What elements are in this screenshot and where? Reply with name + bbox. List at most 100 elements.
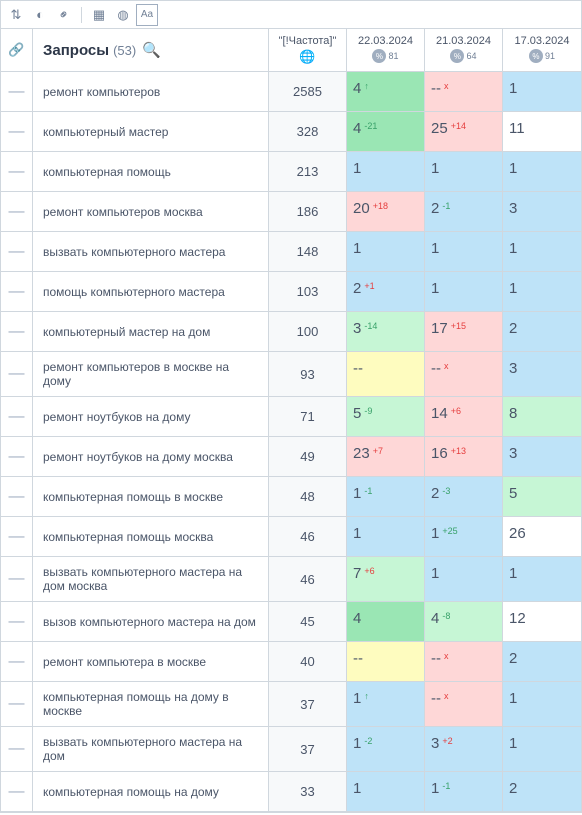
rank-cell[interactable]: 4-8 (425, 602, 503, 641)
table-row[interactable]: —вызвать компьютерного мастера на дом371… (1, 727, 581, 772)
rank-cell[interactable]: 7+6 (347, 557, 425, 601)
rank-cell[interactable]: 1-1 (347, 477, 425, 516)
query-cell[interactable]: компьютерная помощь на дому в москве (33, 682, 269, 726)
rank-cell[interactable]: 23+7 (347, 437, 425, 476)
table-row[interactable]: —компьютерная помощь в москве481-12-35 (1, 477, 581, 517)
table-row[interactable]: —ремонт компьютеров москва18620+182-13 (1, 192, 581, 232)
query-cell[interactable]: ремонт ноутбуков на дому москва (33, 437, 269, 476)
query-cell[interactable]: ремонт компьютеров москва (33, 192, 269, 231)
rank-cell[interactable]: 1 (425, 557, 503, 601)
table-row[interactable]: —ремонт компьютера в москве40----x2 (1, 642, 581, 682)
rank-cell[interactable]: --x (425, 682, 503, 726)
rank-cell[interactable]: 2-3 (425, 477, 503, 516)
rank-cell[interactable]: 2+1 (347, 272, 425, 311)
rank-cell[interactable]: 3-14 (347, 312, 425, 351)
query-cell[interactable]: компьютерная помощь (33, 152, 269, 191)
rank-cell[interactable]: 3 (503, 437, 581, 476)
query-cell[interactable]: вызвать компьютерного мастера на дом (33, 727, 269, 771)
rank-cell[interactable]: 1-2 (347, 727, 425, 771)
rank-cell[interactable]: 1+25 (425, 517, 503, 556)
date-column-header-0[interactable]: 22.03.2024 %81 (347, 29, 425, 71)
rank-cell[interactable]: 3 (503, 352, 581, 396)
rank-cell[interactable]: 1 (503, 152, 581, 191)
drag-handle[interactable]: — (1, 642, 33, 681)
query-cell[interactable]: компьютерная помощь на дому (33, 772, 269, 811)
rank-cell[interactable]: 4↑ (347, 72, 425, 111)
drag-handle[interactable]: — (1, 557, 33, 601)
rank-cell[interactable]: 2 (503, 642, 581, 681)
text-icon[interactable]: Aa (136, 4, 158, 26)
drag-handle[interactable]: — (1, 727, 33, 771)
rank-cell[interactable]: 1 (503, 682, 581, 726)
date-column-header-2[interactable]: 17.03.2024 %91 (503, 29, 581, 71)
query-cell[interactable]: вызвать компьютерного мастера (33, 232, 269, 271)
rank-cell[interactable]: --x (425, 72, 503, 111)
query-cell[interactable]: ремонт компьютеров (33, 72, 269, 111)
info-icon[interactable]: ◍ (112, 4, 134, 26)
table-row[interactable]: —ремонт ноутбуков на дому москва4923+716… (1, 437, 581, 477)
query-cell[interactable]: компьютерная помощь в москве (33, 477, 269, 516)
rank-cell[interactable]: 8 (503, 397, 581, 436)
table-row[interactable]: —компьютерная помощь москва4611+2526 (1, 517, 581, 557)
grid-icon[interactable]: ▦ (88, 4, 110, 26)
table-row[interactable]: —ремонт компьютеров25854↑--x1 (1, 72, 581, 112)
query-cell[interactable]: ремонт компьютера в москве (33, 642, 269, 681)
drag-handle[interactable]: — (1, 772, 33, 811)
drag-handle[interactable]: — (1, 312, 33, 351)
rank-cell[interactable]: 1 (347, 152, 425, 191)
rank-cell[interactable]: 5-9 (347, 397, 425, 436)
rank-cell[interactable]: -- (347, 352, 425, 396)
table-row[interactable]: —компьютерная помощь на дому3311-12 (1, 772, 581, 812)
drag-handle[interactable]: — (1, 352, 33, 396)
query-cell[interactable]: компьютерная помощь москва (33, 517, 269, 556)
rank-cell[interactable]: 14+6 (425, 397, 503, 436)
query-cell[interactable]: компьютерный мастер (33, 112, 269, 151)
rank-cell[interactable]: 3+2 (425, 727, 503, 771)
drag-handle[interactable]: — (1, 682, 33, 726)
drag-handle[interactable]: — (1, 272, 33, 311)
table-row[interactable]: —вызов компьютерного мастера на дом4544-… (1, 602, 581, 642)
rank-cell[interactable]: 1 (425, 272, 503, 311)
table-row[interactable]: —ремонт компьютеров в москве на дому93--… (1, 352, 581, 397)
date-column-header-1[interactable]: 21.03.2024 %64 (425, 29, 503, 71)
rank-cell[interactable]: 2 (503, 772, 581, 811)
query-cell[interactable]: вызов компьютерного мастера на дом (33, 602, 269, 641)
drag-handle[interactable]: — (1, 72, 33, 111)
rank-cell[interactable]: 12 (503, 602, 581, 641)
link-icon[interactable]: ⚭ (48, 0, 79, 30)
drag-handle[interactable]: — (1, 477, 33, 516)
table-row[interactable]: —компьютерная помощь213111 (1, 152, 581, 192)
table-row[interactable]: —помощь компьютерного мастера1032+111 (1, 272, 581, 312)
search-icon[interactable]: 🔍 (142, 41, 161, 59)
drag-handle[interactable]: — (1, 602, 33, 641)
rank-cell[interactable]: 25+14 (425, 112, 503, 151)
rank-cell[interactable]: 1 (347, 517, 425, 556)
query-cell[interactable]: вызвать компьютерного мастера на дом мос… (33, 557, 269, 601)
rank-cell[interactable]: 16+13 (425, 437, 503, 476)
rank-cell[interactable]: 1 (503, 557, 581, 601)
table-row[interactable]: —ремонт ноутбуков на дому715-914+68 (1, 397, 581, 437)
rank-cell[interactable]: 1 (425, 152, 503, 191)
drag-handle[interactable]: — (1, 232, 33, 271)
rank-cell[interactable]: 4-21 (347, 112, 425, 151)
query-cell[interactable]: ремонт компьютеров в москве на дому (33, 352, 269, 396)
table-row[interactable]: —вызвать компьютерного мастера на дом мо… (1, 557, 581, 602)
drag-handle[interactable]: — (1, 112, 33, 151)
table-row[interactable]: —компьютерный мастер3284-2125+1411 (1, 112, 581, 152)
rank-cell[interactable]: 2-1 (425, 192, 503, 231)
query-cell[interactable]: помощь компьютерного мастера (33, 272, 269, 311)
link-column-header[interactable]: 🔗 (1, 29, 33, 71)
drag-handle[interactable]: — (1, 397, 33, 436)
rank-cell[interactable]: 11 (503, 112, 581, 151)
rank-cell[interactable]: 5 (503, 477, 581, 516)
rank-cell[interactable]: 1 (503, 727, 581, 771)
rank-cell[interactable]: 1 (347, 772, 425, 811)
freq-column-header[interactable]: "[!Частота]" 🌐 (269, 29, 347, 71)
rank-cell[interactable]: 1 (425, 232, 503, 271)
drag-handle[interactable]: — (1, 152, 33, 191)
rank-cell[interactable]: 1-1 (425, 772, 503, 811)
rank-cell[interactable]: 17+15 (425, 312, 503, 351)
drag-handle[interactable]: — (1, 437, 33, 476)
rank-cell[interactable]: 1 (347, 232, 425, 271)
table-row[interactable]: —вызвать компьютерного мастера148111 (1, 232, 581, 272)
